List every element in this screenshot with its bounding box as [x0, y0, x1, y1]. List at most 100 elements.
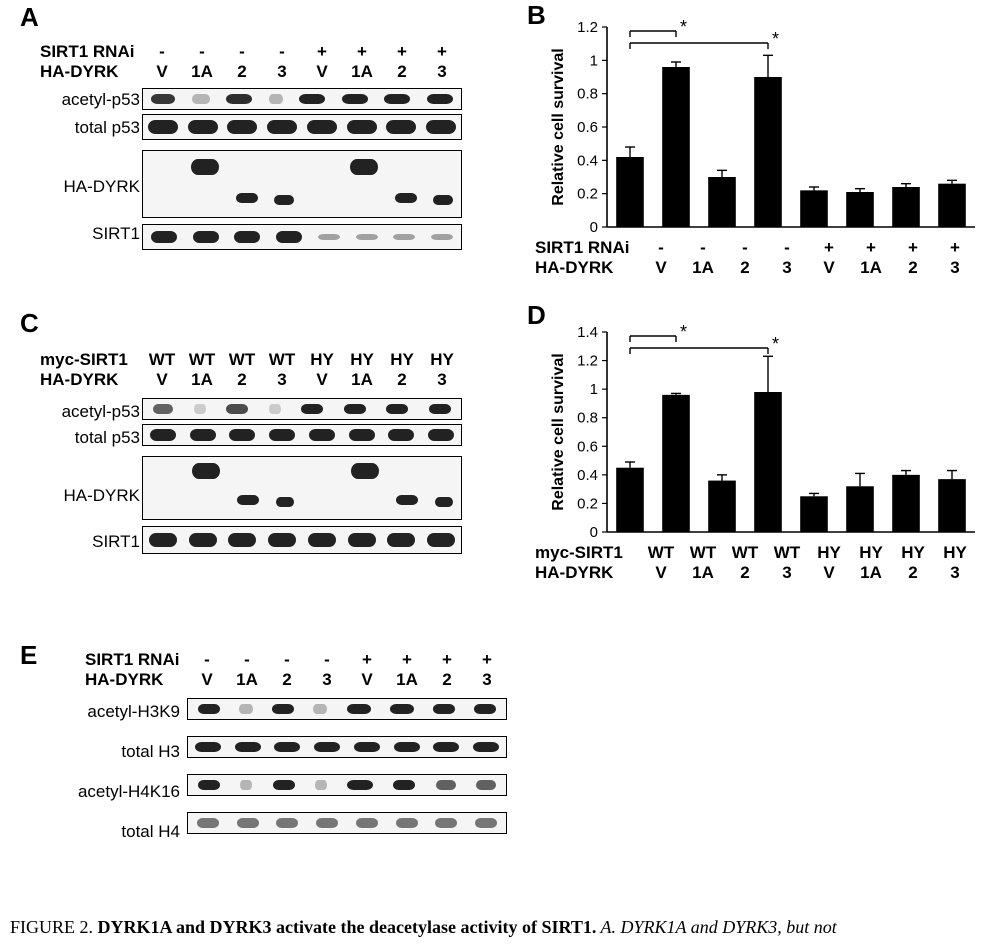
- panel-d-chart: 00.20.40.60.811.21.4**Relative cell surv…: [545, 310, 985, 540]
- panel-label-a: A: [20, 2, 39, 33]
- panel-c-blot-label-3: SIRT1: [40, 520, 140, 548]
- lane-label: +: [382, 42, 422, 62]
- panel-c-cond-r1: WTWTWTWTHYHYHYHY: [142, 350, 462, 370]
- panel-e-blots: [187, 698, 507, 834]
- svg-text:1.2: 1.2: [577, 19, 598, 36]
- lane-label: -: [187, 650, 227, 670]
- figure-caption: FIGURE 2. DYRK1A and DYRK3 activate the …: [0, 909, 1002, 944]
- panel-b-chart: 00.20.40.60.811.2**Relative cell surviva…: [545, 5, 985, 235]
- caption-prefix: FIGURE 2.: [10, 917, 98, 937]
- lane-label: 1A: [342, 62, 382, 82]
- blot-acetyl-h4k16: [187, 774, 507, 796]
- lane-label: V: [640, 258, 682, 278]
- lane-label: 3: [307, 670, 347, 690]
- lane-label: V: [640, 563, 682, 583]
- lane-label: V: [808, 563, 850, 583]
- panel-d-conditions: myc-SIRT1 WTWTWTWTHYHYHYHY HA-DYRK V1A23…: [535, 543, 976, 583]
- panel-a-cond-r2-label: HA-DYRK: [40, 62, 142, 82]
- lane-label: 3: [262, 62, 302, 82]
- lane-label: WT: [142, 350, 182, 370]
- lane-label: 3: [766, 258, 808, 278]
- svg-text:0.6: 0.6: [577, 438, 598, 455]
- panel-c-blot-labels: acetyl-p53 total p53 HA-DYRK SIRT1: [40, 402, 140, 548]
- panel-b-conditions: SIRT1 RNAi ----++++ HA-DYRK V1A23V1A23: [535, 238, 976, 278]
- panel-b-cond-r2-label: HA-DYRK: [535, 258, 640, 278]
- panel-e-cond-r1-label: SIRT1 RNAi: [85, 650, 187, 670]
- panel-d-cond-r1-label: myc-SIRT1: [535, 543, 640, 563]
- svg-text:0.2: 0.2: [577, 495, 598, 512]
- panel-e-blot-label-2: acetyl-H4K16: [40, 782, 180, 822]
- lane-label: +: [347, 650, 387, 670]
- lane-label: +: [467, 650, 507, 670]
- lane-label: 1A: [682, 563, 724, 583]
- lane-label: +: [427, 650, 467, 670]
- panel-a-blots: [142, 88, 462, 250]
- lane-label: HY: [382, 350, 422, 370]
- lane-label: -: [227, 650, 267, 670]
- panel-e-blot-label-0: acetyl-H3K9: [40, 702, 180, 742]
- panel-c-cond-r2-label: HA-DYRK: [40, 370, 142, 390]
- panel-a-blot-label-1: total p53: [40, 118, 140, 152]
- lane-label: +: [387, 650, 427, 670]
- lane-label: V: [302, 62, 342, 82]
- blot-ha-dyrk-c: [142, 456, 462, 520]
- lane-label: 2: [222, 370, 262, 390]
- panel-b-cond-r1-label: SIRT1 RNAi: [535, 238, 640, 258]
- panel-c-blots: [142, 398, 462, 554]
- blot-sirt1-a: [142, 224, 462, 250]
- lane-label: 1A: [682, 258, 724, 278]
- lane-label: -: [262, 42, 302, 62]
- panel-e-blot-label-3: total H4: [40, 822, 180, 862]
- lane-label: -: [267, 650, 307, 670]
- svg-text:1.4: 1.4: [577, 324, 598, 341]
- svg-text:0: 0: [590, 524, 598, 540]
- panel-d-cond-r1: WTWTWTWTHYHYHYHY: [640, 543, 976, 563]
- blot-acetyl-p53-a: [142, 88, 462, 110]
- lane-label: V: [142, 370, 182, 390]
- panel-a-blot-label-2: HA-DYRK: [40, 152, 140, 212]
- lane-label: 1A: [387, 670, 427, 690]
- panel-label-e: E: [20, 640, 37, 671]
- svg-text:1.2: 1.2: [577, 353, 598, 370]
- lane-label: 3: [262, 370, 302, 390]
- lane-label: V: [347, 670, 387, 690]
- panel-a-blot-label-0: acetyl-p53: [40, 90, 140, 118]
- lane-label: 1A: [850, 563, 892, 583]
- lane-label: V: [142, 62, 182, 82]
- blot-total-p53-a: [142, 114, 462, 140]
- panel-c-blot-label-0: acetyl-p53: [40, 402, 140, 428]
- lane-label: 2: [892, 258, 934, 278]
- caption-title: DYRK1A and DYRK3 activate the deacetylas…: [98, 917, 597, 937]
- blot-ha-dyrk-a: [142, 150, 462, 218]
- lane-label: 3: [467, 670, 507, 690]
- lane-label: -: [640, 238, 682, 258]
- svg-text:Relative cell survival: Relative cell survival: [550, 48, 567, 205]
- panel-a-blot-label-3: SIRT1: [40, 212, 140, 240]
- lane-label: +: [422, 42, 462, 62]
- lane-label: -: [182, 42, 222, 62]
- panel-e-cond-r2-label: HA-DYRK: [85, 670, 187, 690]
- lane-label: 2: [724, 563, 766, 583]
- panel-c-blot-label-1: total p53: [40, 428, 140, 460]
- lane-label: 1A: [850, 258, 892, 278]
- lane-label: WT: [682, 543, 724, 563]
- panel-e-cond-r2: V1A23V1A23: [187, 670, 507, 690]
- lane-label: 2: [222, 62, 262, 82]
- lane-label: HY: [808, 543, 850, 563]
- panel-b-cond-r2: V1A23V1A23: [640, 258, 976, 278]
- lane-label: 2: [724, 258, 766, 278]
- lane-label: WT: [640, 543, 682, 563]
- lane-label: -: [222, 42, 262, 62]
- panel-b-cond-r1: ----++++: [640, 238, 976, 258]
- blot-total-h3: [187, 736, 507, 758]
- panel-a-cond-r1: ----++++: [142, 42, 462, 62]
- panel-e-cond-r1: ----++++: [187, 650, 507, 670]
- lane-label: 1A: [342, 370, 382, 390]
- lane-label: HY: [342, 350, 382, 370]
- svg-text:*: *: [772, 29, 779, 49]
- lane-label: 2: [427, 670, 467, 690]
- lane-label: 3: [766, 563, 808, 583]
- blot-total-h4: [187, 812, 507, 834]
- lane-label: +: [850, 238, 892, 258]
- lane-label: HY: [302, 350, 342, 370]
